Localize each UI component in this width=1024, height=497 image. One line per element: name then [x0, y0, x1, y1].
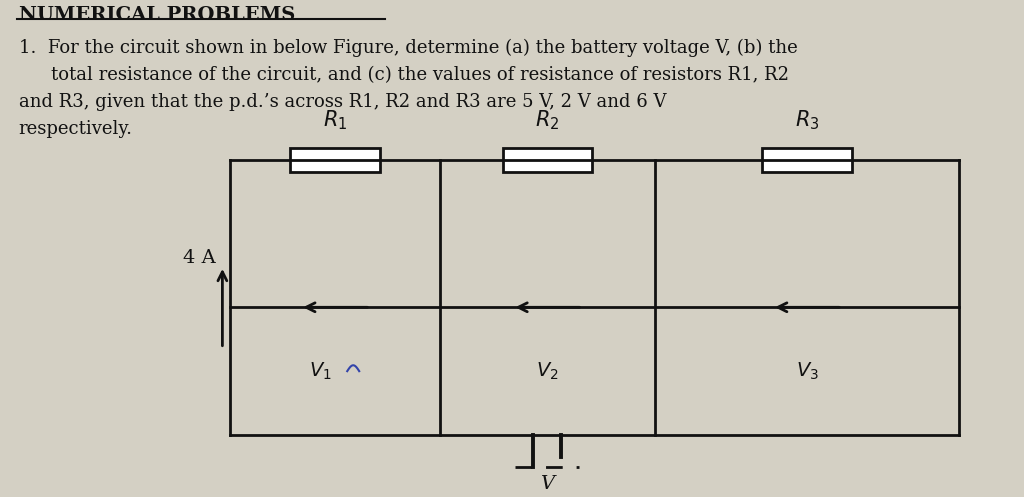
- Text: $R_2$: $R_2$: [536, 109, 560, 132]
- Bar: [503, 148, 593, 171]
- Text: 1.  For the circuit shown in below Figure, determine (a) the battery voltage V, : 1. For the circuit shown in below Figure…: [18, 39, 798, 57]
- Text: respectively.: respectively.: [18, 120, 133, 138]
- Text: 4 A: 4 A: [182, 249, 215, 267]
- Text: $R_3$: $R_3$: [795, 109, 819, 132]
- Text: V: V: [541, 475, 555, 494]
- Text: $V_3$: $V_3$: [796, 360, 818, 382]
- Bar: [762, 148, 852, 171]
- Text: and R3, given that the p.d.’s across R1, R2 and R3 are 5 V, 2 V and 6 V: and R3, given that the p.d.’s across R1,…: [18, 93, 667, 111]
- Text: total resistance of the circuit, and (c) the values of resistance of resistors R: total resistance of the circuit, and (c)…: [50, 67, 788, 84]
- Text: $V_1$: $V_1$: [309, 360, 332, 382]
- Text: $R_1$: $R_1$: [323, 109, 347, 132]
- Bar: [290, 148, 380, 171]
- Text: $V_2$: $V_2$: [537, 360, 559, 382]
- Text: NUMERICAL PROBLEMS: NUMERICAL PROBLEMS: [18, 5, 295, 24]
